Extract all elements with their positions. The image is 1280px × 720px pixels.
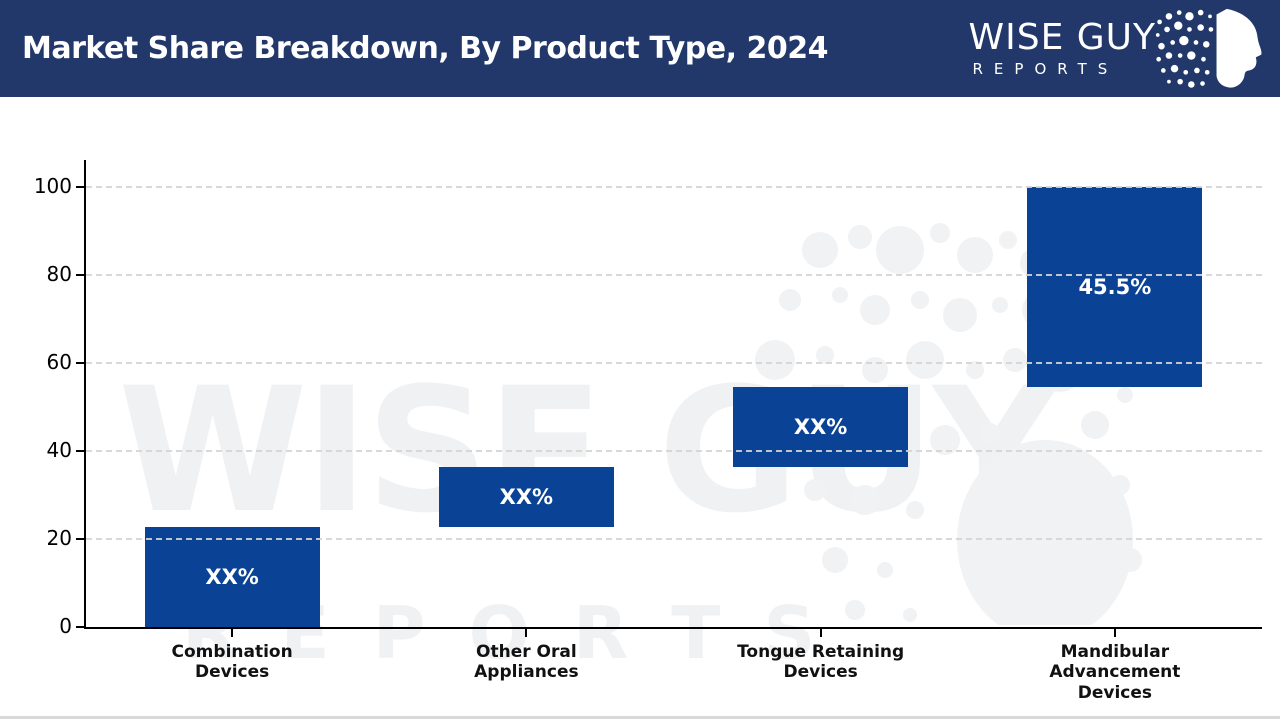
x-tick-mark [231, 629, 234, 637]
logo-wordmark: WISE GUY [968, 16, 1156, 58]
y-tick-mark [76, 362, 85, 364]
bar-segment: XX% [733, 387, 909, 467]
x-axis-line [84, 627, 1262, 629]
x-tick-mark [819, 629, 822, 637]
y-tick-label: 0 [59, 614, 72, 638]
bar-segment: XX% [438, 466, 614, 528]
gridline [86, 450, 1262, 452]
y-tick-mark [76, 186, 85, 188]
chart-title: Market Share Breakdown, By Product Type,… [22, 31, 828, 66]
bar-value-label: XX% [793, 415, 848, 439]
gridline [86, 186, 1262, 188]
y-tick-mark [76, 626, 85, 628]
x-category-label: Other Oral Appliances [474, 642, 579, 683]
x-tick-mark [525, 629, 528, 637]
y-tick-mark [76, 274, 85, 276]
x-category-label: Combination Devices [171, 642, 293, 683]
bar-value-label: XX% [499, 484, 554, 509]
y-tick-label: 40 [46, 438, 72, 462]
logo-text: WISE GUY REPORTS [968, 16, 1157, 78]
logo-subtitle: REPORTS [972, 59, 1119, 78]
x-category-label: Tongue Retaining Devices [737, 642, 905, 683]
y-tick-label: 80 [46, 262, 72, 286]
gridline [86, 362, 1262, 364]
bar-segment: 45.5% [1027, 187, 1203, 388]
logo-face-icon [1155, 8, 1262, 88]
y-tick-label: 60 [46, 350, 72, 374]
x-tick-mark [1113, 629, 1116, 637]
header-banner: Market Share Breakdown, By Product Type,… [0, 0, 1280, 97]
bar-value-label: XX% [205, 565, 259, 590]
gridline [86, 274, 1262, 276]
y-tick-label: 20 [46, 526, 72, 550]
bar-segment: XX% [144, 527, 320, 627]
bottom-border [0, 716, 1280, 719]
chart-area: WISE GUY R E P O R T S [0, 97, 1280, 720]
y-axis-line [84, 160, 86, 627]
bar-value-label: 45.5% [1078, 275, 1152, 300]
gridline [86, 538, 1262, 540]
y-tick-mark [76, 450, 85, 452]
x-category-label: Mandibular Advancement Devices [1049, 642, 1181, 703]
y-tick-label: 100 [33, 174, 72, 198]
y-tick-mark [76, 538, 85, 540]
wise-guy-logo: WISE GUY REPORTS [969, 7, 1267, 91]
